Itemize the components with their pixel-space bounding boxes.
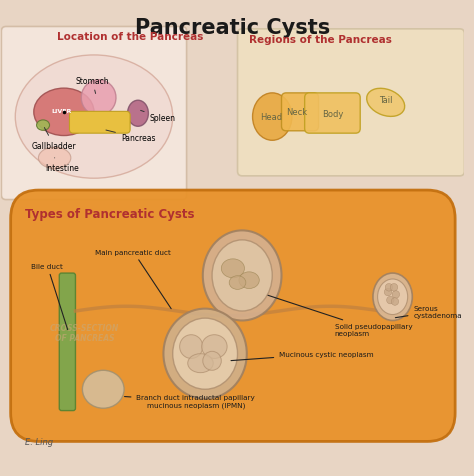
Ellipse shape	[253, 94, 292, 141]
Ellipse shape	[82, 370, 124, 408]
Text: Mucinous cystic neoplasm: Mucinous cystic neoplasm	[231, 351, 374, 361]
Text: Pancreas: Pancreas	[106, 131, 155, 143]
Ellipse shape	[378, 279, 408, 315]
Text: Serous
cystadenoma: Serous cystadenoma	[395, 305, 462, 318]
Text: Neck: Neck	[286, 108, 307, 117]
Ellipse shape	[188, 354, 213, 373]
Ellipse shape	[373, 274, 412, 321]
Text: Bile duct: Bile duct	[31, 263, 68, 330]
Text: Regions of the Pancreas: Regions of the Pancreas	[249, 35, 392, 44]
Ellipse shape	[239, 272, 259, 289]
Text: Pancreatic Cysts: Pancreatic Cysts	[135, 18, 330, 38]
FancyBboxPatch shape	[59, 274, 75, 411]
Ellipse shape	[128, 101, 148, 127]
Ellipse shape	[173, 318, 237, 389]
Ellipse shape	[221, 259, 245, 278]
Text: LIVER: LIVER	[51, 109, 72, 114]
Text: Solid pseudopapillary
neoplasm: Solid pseudopapillary neoplasm	[268, 296, 412, 337]
FancyBboxPatch shape	[10, 191, 455, 441]
FancyBboxPatch shape	[282, 94, 319, 131]
Ellipse shape	[34, 89, 94, 136]
Ellipse shape	[203, 352, 221, 370]
FancyBboxPatch shape	[1, 28, 187, 200]
Ellipse shape	[201, 335, 227, 359]
Text: Intestine: Intestine	[46, 159, 79, 172]
Text: Gallbladder: Gallbladder	[31, 129, 76, 150]
Ellipse shape	[229, 276, 246, 290]
Text: CROSS-SECTION
OF PANCREAS: CROSS-SECTION OF PANCREAS	[50, 323, 119, 342]
FancyBboxPatch shape	[305, 94, 360, 134]
Text: Types of Pancreatic Cysts: Types of Pancreatic Cysts	[25, 207, 194, 220]
Text: Spleen: Spleen	[141, 111, 175, 123]
FancyBboxPatch shape	[70, 112, 130, 134]
Ellipse shape	[38, 148, 71, 169]
Text: Stomach: Stomach	[75, 76, 109, 94]
Circle shape	[385, 284, 392, 291]
Text: Branch duct intraductal papillary
mucinous neoplasm (IPMN): Branch duct intraductal papillary mucino…	[125, 395, 255, 408]
Text: E. Ling: E. Ling	[25, 437, 53, 446]
Text: Tail: Tail	[379, 96, 392, 105]
Circle shape	[392, 291, 400, 298]
Ellipse shape	[164, 309, 247, 399]
Circle shape	[387, 297, 394, 304]
Circle shape	[390, 284, 398, 291]
Ellipse shape	[81, 80, 116, 116]
Text: Body: Body	[322, 109, 343, 119]
Text: Location of the Pancreas: Location of the Pancreas	[57, 32, 203, 42]
Ellipse shape	[212, 240, 272, 311]
Ellipse shape	[203, 231, 282, 321]
Text: Main pancreatic duct: Main pancreatic duct	[95, 249, 171, 309]
Text: Head: Head	[260, 113, 282, 122]
Circle shape	[391, 298, 399, 306]
FancyBboxPatch shape	[237, 30, 465, 177]
Ellipse shape	[180, 335, 203, 359]
Ellipse shape	[15, 56, 173, 179]
Circle shape	[384, 288, 392, 296]
Ellipse shape	[36, 120, 50, 131]
Ellipse shape	[367, 89, 405, 117]
